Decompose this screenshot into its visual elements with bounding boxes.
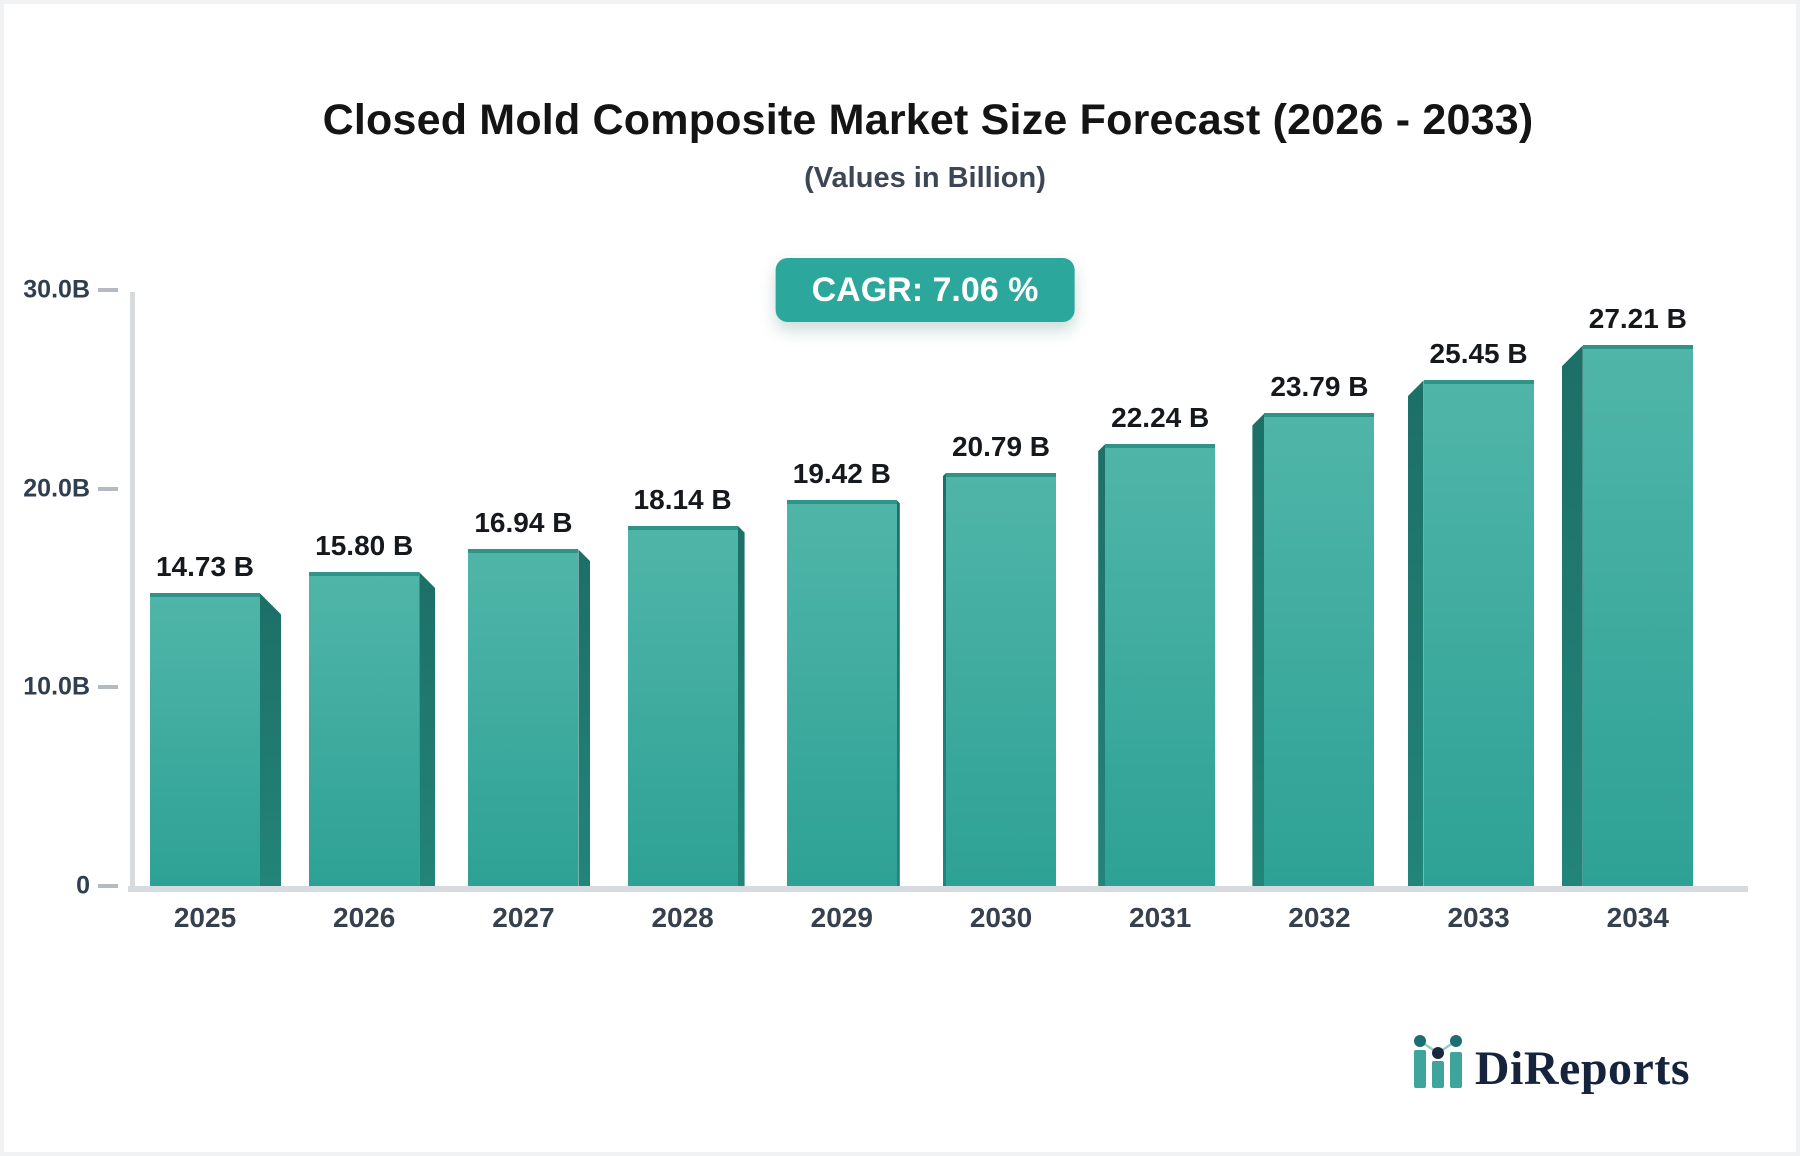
bar-side-face — [896, 500, 900, 886]
bar — [1105, 444, 1216, 886]
bar-value-label: 27.21 B — [1588, 303, 1687, 335]
bar-side-face — [737, 525, 745, 886]
x-axis-tick-label: 2029 — [810, 902, 873, 933]
x-axis-tick-label: 2030 — [969, 902, 1033, 933]
y-axis-line — [130, 292, 135, 892]
bar — [946, 472, 1056, 886]
x-axis-tick-label: 2032 — [1288, 902, 1351, 933]
bar-side-face — [260, 593, 281, 886]
bar — [1582, 345, 1693, 886]
y-axis-tick-label: 10.0B — [23, 672, 90, 701]
x-axis-line — [128, 886, 1748, 892]
bar-value-label: 18.14 B — [633, 483, 732, 515]
bar-side-face — [578, 549, 591, 886]
chart-title: Closed Mold Composite Market Size Foreca… — [322, 96, 1534, 144]
bar — [627, 525, 738, 886]
bar — [468, 549, 579, 886]
y-axis-tick-mark — [98, 486, 118, 491]
bar-value-label: 15.80 B — [315, 530, 414, 562]
x-axis-tick-label: 2026 — [333, 902, 396, 933]
brand-logo: DiReports — [1409, 1028, 1690, 1093]
x-axis-tick-label: 2025 — [173, 902, 237, 933]
bar-side-face — [943, 472, 946, 886]
bar-side-face — [1407, 380, 1424, 886]
bar — [309, 572, 420, 886]
bar-value-label: 22.24 B — [1111, 402, 1210, 434]
cagr-badge: CAGR: 7.06 % — [775, 258, 1075, 322]
bar-value-label: 23.79 B — [1270, 371, 1369, 403]
bar-side-face — [419, 572, 436, 886]
brand-chart-icon — [1409, 1028, 1467, 1093]
bar-value-label: 20.79 B — [951, 430, 1051, 462]
bar — [1264, 413, 1375, 886]
bar-side-face — [1252, 413, 1265, 886]
x-axis-tick-label: 2027 — [492, 902, 555, 933]
bar-value-label: 14.73 B — [155, 551, 255, 583]
bar-side-face — [1561, 345, 1583, 886]
bar — [150, 593, 260, 886]
y-axis-tick-label: 30.0B — [23, 275, 90, 304]
y-axis-tick-label: 20.0B — [23, 474, 90, 503]
x-axis-tick-label: 2031 — [1129, 902, 1192, 933]
x-axis-tick-label: 2034 — [1606, 902, 1669, 933]
bar — [1423, 380, 1534, 886]
bar-value-label: 16.94 B — [474, 507, 573, 539]
x-axis-tick-label: 2033 — [1447, 902, 1510, 933]
bar — [786, 500, 897, 886]
brand-name: DiReports — [1474, 1042, 1690, 1095]
y-axis-tick-mark — [98, 884, 118, 888]
bar-value-label: 19.42 B — [792, 458, 891, 490]
x-axis-tick-label: 2028 — [651, 902, 714, 933]
bar-value-label: 25.45 B — [1429, 338, 1528, 370]
chart-subtitle: (Values in Billion) — [804, 162, 1046, 194]
y-axis-tick-mark — [98, 685, 118, 690]
y-axis-tick-label: 0 — [76, 871, 90, 900]
bar-side-face — [1098, 444, 1106, 886]
y-axis-tick-mark — [98, 288, 118, 292]
